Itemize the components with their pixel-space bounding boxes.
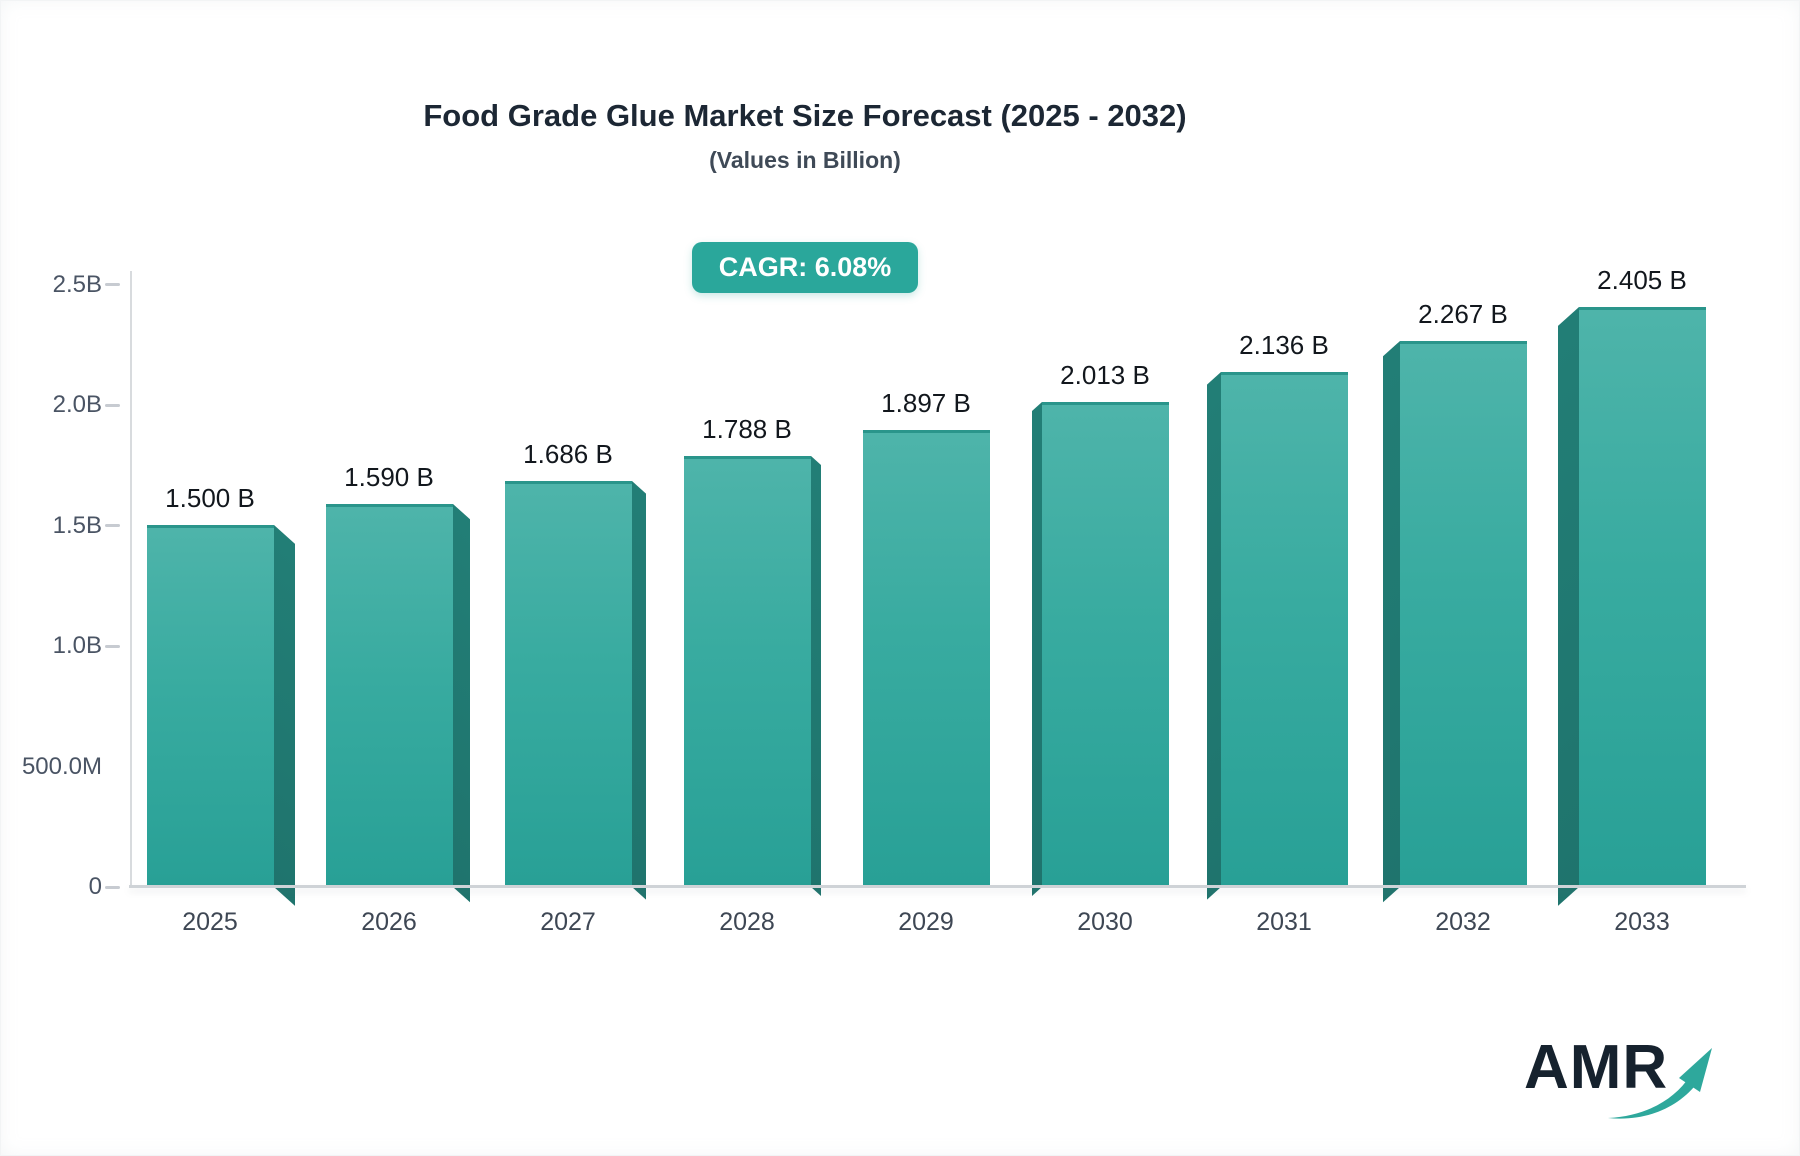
bar-3d-side (631, 481, 646, 900)
y-axis-tick (105, 524, 120, 527)
y-axis-label: 500.0M (21, 752, 102, 780)
bar-3d-side (273, 525, 295, 906)
bar-2032 (1399, 341, 1527, 887)
bar-3d-side (1206, 372, 1221, 900)
bar-value-label: 1.788 B (702, 414, 792, 444)
y-axis-label: 1.5B (52, 511, 102, 539)
bar-3d-side (1031, 402, 1042, 897)
bar-2030 (1041, 402, 1169, 887)
bar-2029 (862, 430, 990, 887)
cagr-badge: CAGR: 6.08% (691, 242, 919, 293)
bar-value-label: 2.136 B (1239, 330, 1329, 360)
growth-arrow-icon (1608, 1048, 1712, 1119)
bar-3d-side (1557, 307, 1579, 906)
amr-logo: AMR (1524, 1018, 1714, 1119)
x-axis-label-2031: 2031 (1256, 908, 1312, 936)
x-axis-label-2028: 2028 (719, 908, 775, 936)
y-axis-label: 1.0B (52, 632, 102, 659)
bar-3d-side (1382, 341, 1400, 903)
bar-value-label: 2.267 B (1418, 299, 1508, 329)
bar-value-label: 2.013 B (1060, 360, 1150, 390)
bar-value-label: 1.590 B (344, 462, 434, 492)
x-axis-label-2027: 2027 (540, 908, 596, 936)
bar-value-label: 1.500 B (165, 483, 255, 513)
y-axis-tick (105, 885, 120, 889)
y-axis-tick (105, 283, 120, 286)
bar-3d-side (452, 504, 470, 903)
y-axis-line (130, 271, 132, 887)
bar-3d-side (810, 456, 821, 897)
x-axis-label-2033: 2033 (1614, 908, 1670, 936)
chart-subtitle: (Values in Billion) (709, 147, 901, 173)
bar-value-label: 1.686 B (523, 439, 613, 469)
x-axis-label-2032: 2032 (1435, 908, 1491, 936)
x-axis-label-2030: 2030 (1077, 908, 1133, 936)
chart-header: Food Grade Glue Market Size Forecast (20… (0, 96, 1610, 293)
y-axis-label: 0 (88, 873, 102, 900)
y-axis-label: 2.0B (52, 391, 102, 418)
x-axis-label-2029: 2029 (898, 908, 954, 936)
x-axis-baseline (129, 885, 1746, 888)
bar-2031 (1220, 372, 1348, 887)
bar-value-label: 1.897 B (881, 388, 971, 418)
y-axis-label: 2.5B (52, 270, 102, 298)
x-axis-label-2025: 2025 (182, 908, 238, 936)
y-axis-tick (105, 403, 120, 407)
bar-2025 (146, 525, 274, 887)
bar-2033 (1578, 307, 1706, 887)
chart-title: Food Grade Glue Market Size Forecast (20… (423, 98, 1187, 133)
y-axis-tick (105, 644, 120, 648)
bar-2026 (325, 504, 453, 887)
bar-2027 (504, 481, 632, 887)
bar-value-label: 2.405 B (1597, 265, 1687, 295)
amr-logo-text: AMR (1524, 1033, 1669, 1102)
bar-2028 (683, 456, 811, 887)
x-axis-label-2026: 2026 (361, 908, 417, 936)
